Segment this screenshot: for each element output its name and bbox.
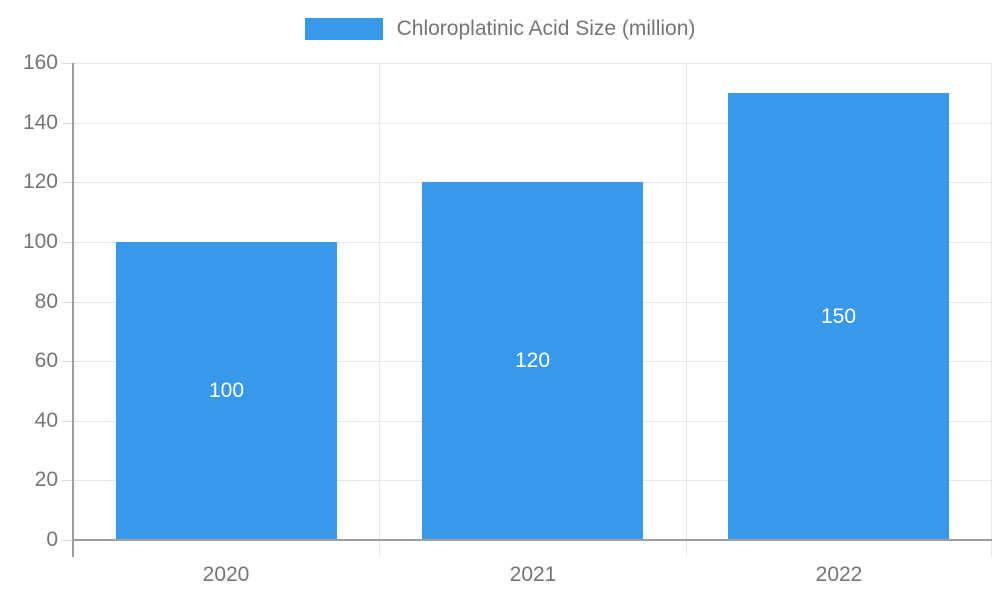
x-axis-label: 2022 xyxy=(815,563,863,586)
y-axis-label: 20 xyxy=(34,468,58,491)
y-axis-tick xyxy=(62,242,73,243)
x-axis-label: 2021 xyxy=(509,563,557,586)
gridline-vertical xyxy=(379,63,380,556)
y-axis-label: 120 xyxy=(22,170,58,193)
x-axis-label: 2020 xyxy=(202,563,250,586)
legend-label[interactable]: Chloroplatinic Acid Size (million) xyxy=(396,17,696,40)
y-axis-label: 160 xyxy=(22,51,58,74)
plot-area: 100 120 150 xyxy=(73,63,992,556)
chart-legend: Chloroplatinic Acid Size (million) xyxy=(0,17,1000,41)
y-axis-label: 100 xyxy=(22,230,58,253)
gridline-horizontal xyxy=(73,63,992,64)
bar-value-label: 150 xyxy=(820,304,857,328)
bar-2022[interactable]: 150 xyxy=(728,93,949,540)
bar-value-label: 100 xyxy=(208,379,245,402)
bar-2021[interactable]: 120 xyxy=(422,182,643,540)
y-axis-tick xyxy=(62,182,73,183)
bar-2020[interactable]: 100 xyxy=(116,242,337,540)
y-axis-label: 0 xyxy=(46,528,58,551)
y-axis-label: 80 xyxy=(34,290,58,313)
y-axis-tick xyxy=(62,123,73,124)
gridline-vertical xyxy=(991,63,992,556)
y-axis-tick xyxy=(62,361,73,362)
y-axis-tick xyxy=(62,540,73,541)
y-axis-tick xyxy=(62,480,73,481)
y-axis-tick xyxy=(62,302,73,303)
y-axis-label: 140 xyxy=(22,111,58,134)
x-axis-line xyxy=(72,539,992,541)
y-axis-tick xyxy=(62,421,73,422)
gridline-horizontal xyxy=(73,123,992,124)
y-axis-line xyxy=(72,63,74,557)
gridline-vertical xyxy=(686,63,687,556)
legend-swatch-icon[interactable] xyxy=(304,18,383,40)
bar-value-label: 120 xyxy=(514,349,551,372)
y-axis-label: 40 xyxy=(34,409,58,432)
y-axis-tick xyxy=(62,63,73,64)
y-axis-label: 60 xyxy=(34,349,58,372)
